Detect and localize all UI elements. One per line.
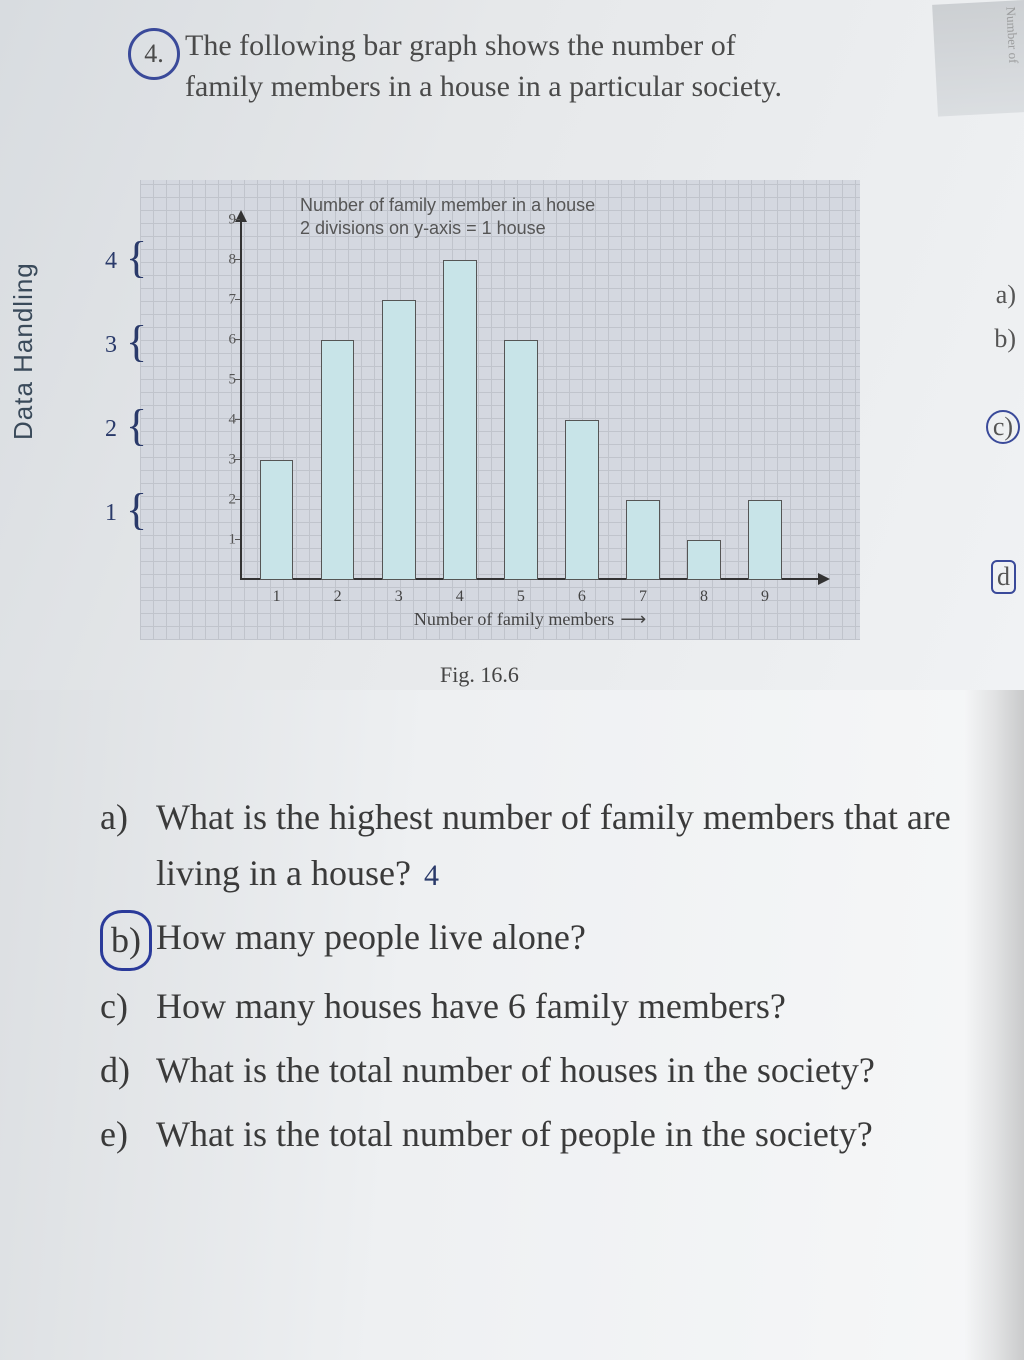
marker-e: e) bbox=[100, 1107, 156, 1163]
xtick-label: 1 bbox=[273, 588, 281, 606]
text-e: What is the total number of people in th… bbox=[156, 1107, 974, 1163]
brace-icon: { bbox=[126, 316, 147, 367]
handwritten-2: 2 bbox=[105, 416, 117, 443]
bottom-panel: a) What is the highest number of family … bbox=[0, 690, 1024, 1360]
ytick-label: 2 bbox=[212, 492, 236, 509]
bar bbox=[565, 420, 599, 580]
x-axis-arrow-icon bbox=[818, 573, 830, 585]
x-axis-label-text: Number of family members bbox=[414, 609, 614, 629]
question-intro: The following bar graph shows the number… bbox=[185, 26, 815, 107]
ytick-label: 3 bbox=[212, 452, 236, 469]
qtext-a: What is the highest number of family mem… bbox=[156, 797, 951, 893]
bar bbox=[382, 300, 416, 580]
figure-label: Fig. 16.6 bbox=[440, 662, 519, 688]
ytick-label: 5 bbox=[212, 372, 236, 389]
ytick-label: 6 bbox=[212, 332, 236, 349]
question-c: c) How many houses have 6 family members… bbox=[100, 979, 974, 1035]
ytick-mark bbox=[235, 459, 240, 460]
text-b: How many people live alone? bbox=[156, 910, 974, 966]
plot-area: Number of family members⟶ 12345678912345… bbox=[240, 220, 820, 580]
chart-title-line1: Number of family member in a house bbox=[300, 195, 595, 215]
margin-letter-b: b) bbox=[994, 324, 1016, 354]
marker-a: a) bbox=[100, 790, 156, 846]
question-list: a) What is the highest number of family … bbox=[100, 790, 974, 1163]
brace-icon: { bbox=[126, 232, 147, 283]
arrow-right-icon: ⟶ bbox=[620, 609, 646, 630]
question-d: d) What is the total number of houses in… bbox=[100, 1043, 974, 1099]
xtick-label: 2 bbox=[334, 588, 342, 606]
margin-letter-c: c) bbox=[986, 410, 1020, 444]
bar bbox=[748, 500, 782, 580]
xtick-label: 9 bbox=[761, 588, 769, 606]
corner-fragment: Number of bbox=[932, 0, 1024, 117]
ytick-mark bbox=[235, 379, 240, 380]
ytick-label: 9 bbox=[212, 212, 236, 229]
question-e: e) What is the total number of people in… bbox=[100, 1107, 974, 1163]
brace-icon: { bbox=[126, 400, 147, 451]
ytick-mark bbox=[235, 219, 240, 220]
xtick-label: 7 bbox=[639, 588, 647, 606]
text-d: What is the total number of houses in th… bbox=[156, 1043, 974, 1099]
bar bbox=[626, 500, 660, 580]
ytick-label: 7 bbox=[212, 292, 236, 309]
ytick-mark bbox=[235, 299, 240, 300]
handwritten-3: 3 bbox=[105, 332, 117, 359]
question-b: b) How many people live alone? bbox=[100, 910, 974, 972]
bar bbox=[687, 540, 721, 580]
handwritten-1: 1 bbox=[105, 500, 117, 527]
top-panel: Number of Data Handling 4. The following… bbox=[0, 0, 1024, 690]
bar bbox=[260, 460, 294, 580]
handwritten-4: 4 bbox=[105, 248, 117, 275]
ytick-mark bbox=[235, 499, 240, 500]
marker-b-circled: b) bbox=[100, 910, 152, 972]
xtick-label: 3 bbox=[395, 588, 403, 606]
text-c: How many houses have 6 family members? bbox=[156, 979, 974, 1035]
bar bbox=[504, 340, 538, 580]
brace-icon: { bbox=[126, 484, 147, 535]
margin-letter-d: d bbox=[991, 560, 1016, 594]
question-number: 4. bbox=[128, 28, 180, 80]
page-root: Number of Data Handling 4. The following… bbox=[0, 0, 1024, 1360]
ytick-mark bbox=[235, 259, 240, 260]
side-tab-label: Data Handling bbox=[8, 262, 39, 440]
ytick-label: 1 bbox=[212, 532, 236, 549]
hand-answer-a: 4 bbox=[424, 859, 439, 892]
y-axis bbox=[240, 220, 242, 580]
question-a: a) What is the highest number of family … bbox=[100, 790, 974, 902]
ytick-mark bbox=[235, 539, 240, 540]
xtick-label: 5 bbox=[517, 588, 525, 606]
ytick-label: 8 bbox=[212, 252, 236, 269]
bar bbox=[321, 340, 355, 580]
ytick-mark bbox=[235, 419, 240, 420]
text-a: What is the highest number of family mem… bbox=[156, 790, 974, 902]
xtick-label: 6 bbox=[578, 588, 586, 606]
marker-b: b) bbox=[100, 910, 156, 972]
bar bbox=[443, 260, 477, 580]
ytick-label: 4 bbox=[212, 412, 236, 429]
x-axis-label: Number of family members ⟶ bbox=[414, 609, 646, 630]
chart-container: Number of family member in a house 2 div… bbox=[140, 180, 860, 640]
margin-letter-a: a) bbox=[996, 280, 1016, 310]
marker-c: c) bbox=[100, 979, 156, 1035]
xtick-label: 8 bbox=[700, 588, 708, 606]
y-axis-arrow-icon bbox=[235, 210, 247, 222]
page-fold-shadow bbox=[964, 690, 1024, 1360]
xtick-label: 4 bbox=[456, 588, 464, 606]
marker-d: d) bbox=[100, 1043, 156, 1099]
ytick-mark bbox=[235, 339, 240, 340]
